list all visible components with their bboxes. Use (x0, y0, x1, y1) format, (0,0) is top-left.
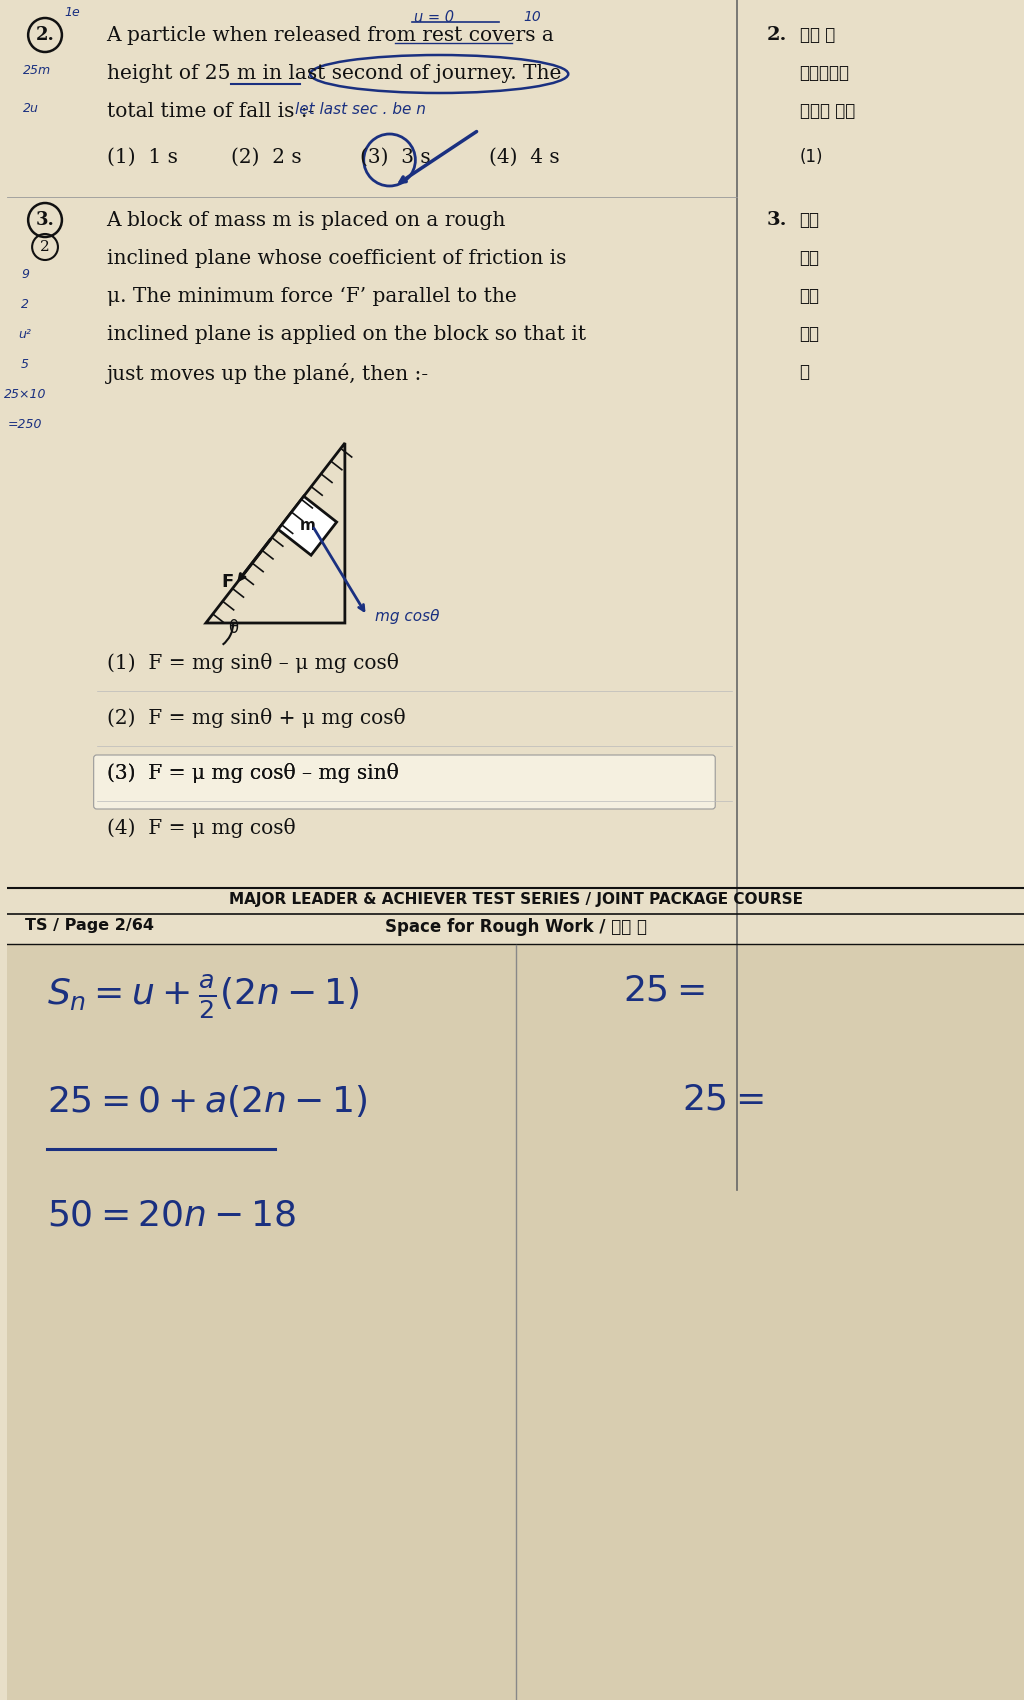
Text: mg cosθ: mg cosθ (375, 609, 439, 624)
Text: A block of mass m is placed on a rough: A block of mass m is placed on a rough (106, 211, 506, 230)
Text: 1e: 1e (65, 7, 81, 19)
Text: $25 = 0 + a(2n-1)$: $25 = 0 + a(2n-1)$ (47, 1083, 367, 1119)
Polygon shape (279, 496, 337, 556)
Text: (4)  F = μ mg cosθ: (4) F = μ mg cosθ (106, 818, 295, 838)
Text: inclined plane is applied on the block so that it: inclined plane is applied on the block s… (106, 325, 586, 343)
Text: m: m (299, 518, 315, 534)
Text: μ. The minimum force ‘F’ parallel to the: μ. The minimum force ‘F’ parallel to the (106, 287, 516, 306)
Text: MAJOR LEADER & ACHIEVER TEST SERIES / JOINT PACKAGE COURSE: MAJOR LEADER & ACHIEVER TEST SERIES / JO… (228, 892, 803, 908)
Text: ता: ता (800, 325, 819, 343)
Text: 25×10: 25×10 (4, 388, 46, 401)
Text: 2.: 2. (36, 26, 54, 44)
Text: u²: u² (18, 328, 32, 342)
Text: एक: एक (800, 211, 819, 230)
Text: 25m: 25m (24, 65, 51, 76)
Text: TS / Page 2/64: TS / Page 2/64 (26, 918, 155, 933)
Text: $50 = 20n - 18$: $50 = 20n - 18$ (47, 1198, 296, 1232)
Text: तल: तल (800, 287, 819, 304)
Text: 3.: 3. (36, 211, 54, 230)
Text: $S_n = u + \frac{a}{2}(2n-1)$: $S_n = u + \frac{a}{2}(2n-1)$ (47, 972, 359, 1022)
Text: (1): (1) (800, 148, 823, 167)
Text: 2: 2 (22, 298, 29, 311)
Text: (1)  1 s: (1) 1 s (106, 148, 177, 167)
Text: (3)  F = μ mg cosθ – mg sinθ: (3) F = μ mg cosθ – mg sinθ (106, 763, 398, 784)
Text: (3)  F = μ mg cosθ – mg sinθ: (3) F = μ mg cosθ – mg sinθ (106, 763, 398, 784)
Text: Space for Rough Work / रफ व: Space for Rough Work / रफ व (385, 918, 646, 937)
Text: 2u: 2u (24, 102, 39, 116)
Text: 2.: 2. (767, 26, 787, 44)
Text: F: F (221, 573, 233, 590)
Text: (2)  F = mg sinθ + μ mg cosθ: (2) F = mg sinθ + μ mg cosθ (106, 707, 406, 728)
Text: $25 =$: $25 =$ (682, 1083, 764, 1117)
Text: total time of fall is :-: total time of fall is :- (106, 102, 314, 121)
FancyBboxPatch shape (93, 755, 715, 809)
Text: let last sec . be n: let last sec . be n (295, 102, 426, 117)
Text: 2: 2 (40, 240, 50, 253)
Text: (1)  F = mg sinθ – μ mg cosθ: (1) F = mg sinθ – μ mg cosθ (106, 653, 398, 673)
Text: पर: पर (800, 248, 819, 267)
Text: 10: 10 (523, 10, 542, 24)
Text: u = 0: u = 0 (415, 10, 455, 26)
Text: 5: 5 (22, 359, 29, 371)
Text: 9: 9 (22, 269, 29, 281)
Text: =250: =250 (8, 418, 42, 432)
Text: $25 =$: $25 =$ (623, 972, 705, 1006)
Text: (2)  2 s: (2) 2 s (230, 148, 301, 167)
Text: एक व: एक व (800, 26, 835, 44)
Text: में लि: में लि (800, 102, 855, 121)
Text: just moves up the plané, then :-: just moves up the plané, then :- (106, 364, 429, 384)
Text: inclined plane whose coefficient of friction is: inclined plane whose coefficient of fric… (106, 248, 566, 269)
Text: θ: θ (227, 619, 238, 638)
Text: (3)  3 s: (3) 3 s (359, 148, 430, 167)
Text: (4)  4 s: (4) 4 s (488, 148, 559, 167)
Text: 3.: 3. (767, 211, 787, 230)
Text: A particle when released from rest covers a: A particle when released from rest cover… (106, 26, 554, 44)
Text: height of 25 m in last second of journey. The: height of 25 m in last second of journey… (106, 65, 561, 83)
FancyBboxPatch shape (7, 945, 1024, 1700)
Text: अन्ति: अन्ति (800, 65, 850, 82)
Text: ज: ज (800, 364, 810, 381)
